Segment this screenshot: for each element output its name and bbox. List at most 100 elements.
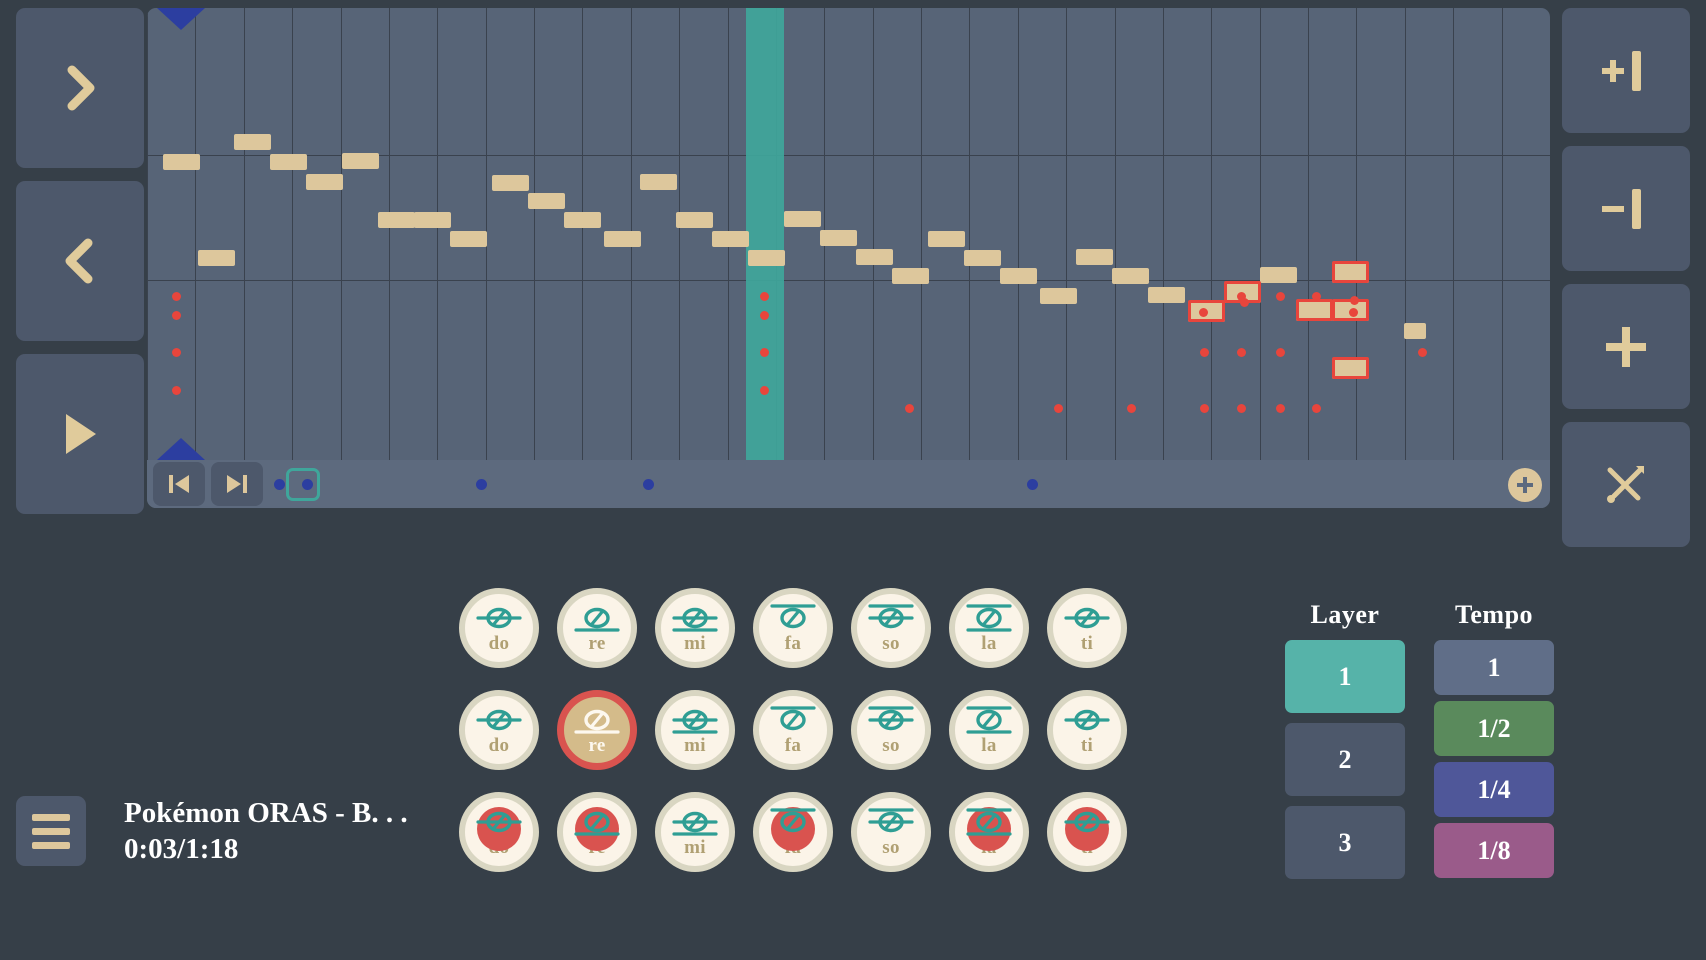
grid-note[interactable] xyxy=(163,154,200,170)
grid-note[interactable] xyxy=(964,250,1001,266)
grid-beat-dot[interactable] xyxy=(1054,404,1063,413)
tempo-option-1-8[interactable]: 1/8 xyxy=(1434,823,1554,878)
grid-note[interactable] xyxy=(928,231,965,247)
note-button-ti[interactable]: ti xyxy=(1047,792,1127,872)
note-button-fa[interactable]: fa xyxy=(753,690,833,770)
note-button-fa[interactable]: fa xyxy=(753,792,833,872)
grid-beat-dot[interactable] xyxy=(1237,292,1246,301)
grid-note[interactable] xyxy=(1112,268,1149,284)
grid-note[interactable] xyxy=(676,212,713,228)
grid-note[interactable] xyxy=(1076,249,1113,265)
grid-note[interactable] xyxy=(450,231,487,247)
grid-beat-dot[interactable] xyxy=(172,292,181,301)
grid-note[interactable] xyxy=(784,211,821,227)
grid-note[interactable] xyxy=(342,153,379,169)
grid-beat-dot[interactable] xyxy=(1312,404,1321,413)
grid-beat-dot[interactable] xyxy=(1276,292,1285,301)
grid-note[interactable] xyxy=(892,268,929,284)
grid-beat-dot[interactable] xyxy=(172,311,181,320)
add-bar-button[interactable] xyxy=(1562,8,1690,133)
note-button-do[interactable]: do xyxy=(459,588,539,668)
scroll-left-button[interactable] xyxy=(16,181,144,341)
tempo-option-1-4[interactable]: 1/4 xyxy=(1434,762,1554,817)
note-button-fa[interactable]: fa xyxy=(753,588,833,668)
grid-note[interactable] xyxy=(820,230,857,246)
timeline-section-marker[interactable] xyxy=(643,479,654,490)
grid-note[interactable] xyxy=(564,212,601,228)
grid-beat-dot[interactable] xyxy=(1200,348,1209,357)
grid-note[interactable] xyxy=(528,193,565,209)
grid-note[interactable] xyxy=(748,250,785,266)
scroll-right-button[interactable] xyxy=(16,8,144,168)
tools-button[interactable] xyxy=(1562,422,1690,547)
grid-note-accented[interactable] xyxy=(1332,261,1369,283)
grid-beat-dot[interactable] xyxy=(1276,404,1285,413)
grid-note[interactable] xyxy=(856,249,893,265)
timeline-selected-section[interactable] xyxy=(286,468,320,501)
note-button-re[interactable]: re xyxy=(557,588,637,668)
note-grid[interactable] xyxy=(147,8,1550,460)
layer-option-2[interactable]: 2 xyxy=(1285,723,1405,796)
play-button[interactable] xyxy=(16,354,144,514)
note-button-re[interactable]: re xyxy=(557,792,637,872)
grid-beat-dot[interactable] xyxy=(1200,404,1209,413)
grid-beat-dot[interactable] xyxy=(1237,348,1246,357)
remove-bar-button[interactable] xyxy=(1562,146,1690,271)
grid-note[interactable] xyxy=(378,212,415,228)
grid-note-accented[interactable] xyxy=(1332,357,1369,379)
grid-beat-dot[interactable] xyxy=(172,348,181,357)
skip-to-end-button[interactable] xyxy=(211,462,263,506)
grid-beat-dot[interactable] xyxy=(1237,404,1246,413)
note-button-la[interactable]: la xyxy=(949,690,1029,770)
grid-beat-dot[interactable] xyxy=(1199,308,1208,317)
grid-beat-dot[interactable] xyxy=(1127,404,1136,413)
grid-note[interactable] xyxy=(1000,268,1037,284)
note-button-re[interactable]: re xyxy=(557,690,637,770)
add-section-button[interactable] xyxy=(1508,468,1542,502)
grid-note[interactable] xyxy=(712,231,749,247)
timeline-section-marker[interactable] xyxy=(476,479,487,490)
grid-note[interactable] xyxy=(640,174,677,190)
grid-note[interactable] xyxy=(1404,323,1426,339)
note-button-mi[interactable]: mi xyxy=(655,588,735,668)
add-button[interactable] xyxy=(1562,284,1690,409)
note-button-so[interactable]: so xyxy=(851,792,931,872)
grid-beat-dot[interactable] xyxy=(760,292,769,301)
grid-beat-dot[interactable] xyxy=(760,386,769,395)
grid-beat-dot[interactable] xyxy=(1349,308,1358,317)
grid-beat-dot[interactable] xyxy=(1240,298,1249,307)
note-button-ti[interactable]: ti xyxy=(1047,588,1127,668)
layer-option-3[interactable]: 3 xyxy=(1285,806,1405,879)
grid-note[interactable] xyxy=(234,134,271,150)
skip-to-start-button[interactable] xyxy=(153,462,205,506)
note-button-so[interactable]: so xyxy=(851,588,931,668)
grid-note[interactable] xyxy=(1260,267,1297,283)
grid-beat-dot[interactable] xyxy=(172,386,181,395)
note-button-ti[interactable]: ti xyxy=(1047,690,1127,770)
grid-note[interactable] xyxy=(604,231,641,247)
grid-beat-dot[interactable] xyxy=(760,348,769,357)
grid-note[interactable] xyxy=(1148,287,1185,303)
grid-beat-dot[interactable] xyxy=(905,404,914,413)
tempo-option-1[interactable]: 1 xyxy=(1434,640,1554,695)
note-button-mi[interactable]: mi xyxy=(655,690,735,770)
timeline-section-marker[interactable] xyxy=(1027,479,1038,490)
grid-beat-dot[interactable] xyxy=(1350,296,1359,305)
grid-note[interactable] xyxy=(270,154,307,170)
grid-note-accented[interactable] xyxy=(1296,299,1333,321)
note-button-do[interactable]: do xyxy=(459,690,539,770)
playhead[interactable] xyxy=(746,8,784,460)
grid-note[interactable] xyxy=(306,174,343,190)
tempo-option-1-2[interactable]: 1/2 xyxy=(1434,701,1554,756)
loop-start-marker-bottom[interactable] xyxy=(157,438,205,460)
note-grid-panel[interactable] xyxy=(147,8,1550,508)
grid-beat-dot[interactable] xyxy=(1418,348,1427,357)
timeline-section-marker[interactable] xyxy=(274,479,285,490)
note-button-so[interactable]: so xyxy=(851,690,931,770)
grid-beat-dot[interactable] xyxy=(1312,292,1321,301)
grid-note[interactable] xyxy=(1040,288,1077,304)
layer-option-1[interactable]: 1 xyxy=(1285,640,1405,713)
grid-note[interactable] xyxy=(414,212,451,228)
note-button-la[interactable]: la xyxy=(949,588,1029,668)
grid-note[interactable] xyxy=(198,250,235,266)
